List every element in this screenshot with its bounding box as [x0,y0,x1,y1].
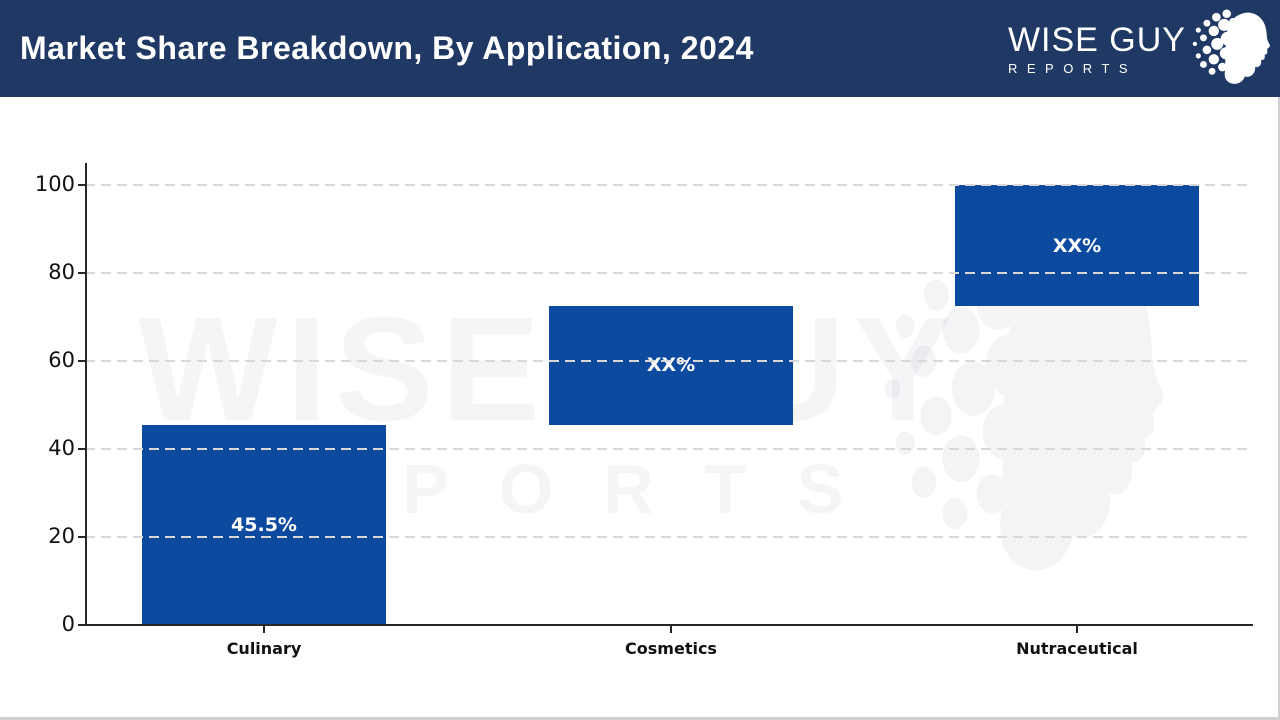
gridline-60 [85,360,1253,362]
y-tick-label-60: 60 [48,348,75,372]
y-tick-mark-20 [78,536,85,538]
y-tick-mark-40 [78,448,85,450]
y-tick-label-100: 100 [34,172,75,196]
bar-value-label: XX% [646,354,696,377]
x-axis-line [85,624,1253,626]
bar-cosmetics: XX% [549,306,793,425]
gridline-40 [85,448,1253,450]
y-tick-label-80: 80 [48,260,75,284]
logo-text: WISE GUY REPORTS [1008,23,1186,75]
chart-area: WISE GUY REPORTS 02040608010045.5%Culina… [0,97,1280,720]
logo-subtext: REPORTS [1007,60,1138,76]
x-category-label-3: Nutraceutical [1016,639,1138,658]
y-tick-mark-100 [78,184,85,186]
header-banner: Market Share Breakdown, By Application, … [0,0,1280,97]
page-title: Market Share Breakdown, By Application, … [20,30,754,66]
gridline-100 [85,184,1253,186]
y-tick-label-20: 20 [48,524,75,548]
bar-value-label: 45.5% [231,513,297,536]
gridline-20 [85,536,1253,538]
bar-culinary: 45.5% [142,424,386,625]
y-axis-line [85,163,87,625]
y-tick-mark-60 [78,360,85,362]
x-tick-mark-2 [670,625,672,633]
wise-guy-head-icon [1192,8,1270,84]
x-tick-mark-3 [1076,625,1078,633]
y-tick-mark-80 [78,272,85,274]
y-tick-label-40: 40 [48,436,75,460]
y-tick-mark-0 [78,624,85,626]
y-tick-label-0: 0 [61,612,75,636]
logo-wordmark: WISE GUY [1007,20,1186,59]
gridline-80 [85,272,1253,274]
x-category-label-2: Cosmetics [625,639,717,658]
bar-value-label: XX% [1052,234,1102,257]
bar-nutraceutical: XX% [955,185,1199,306]
wise-guy-logo: WISE GUY REPORTS [1008,6,1274,92]
x-tick-mark-1 [263,625,265,633]
x-category-label-1: Culinary [226,639,302,658]
